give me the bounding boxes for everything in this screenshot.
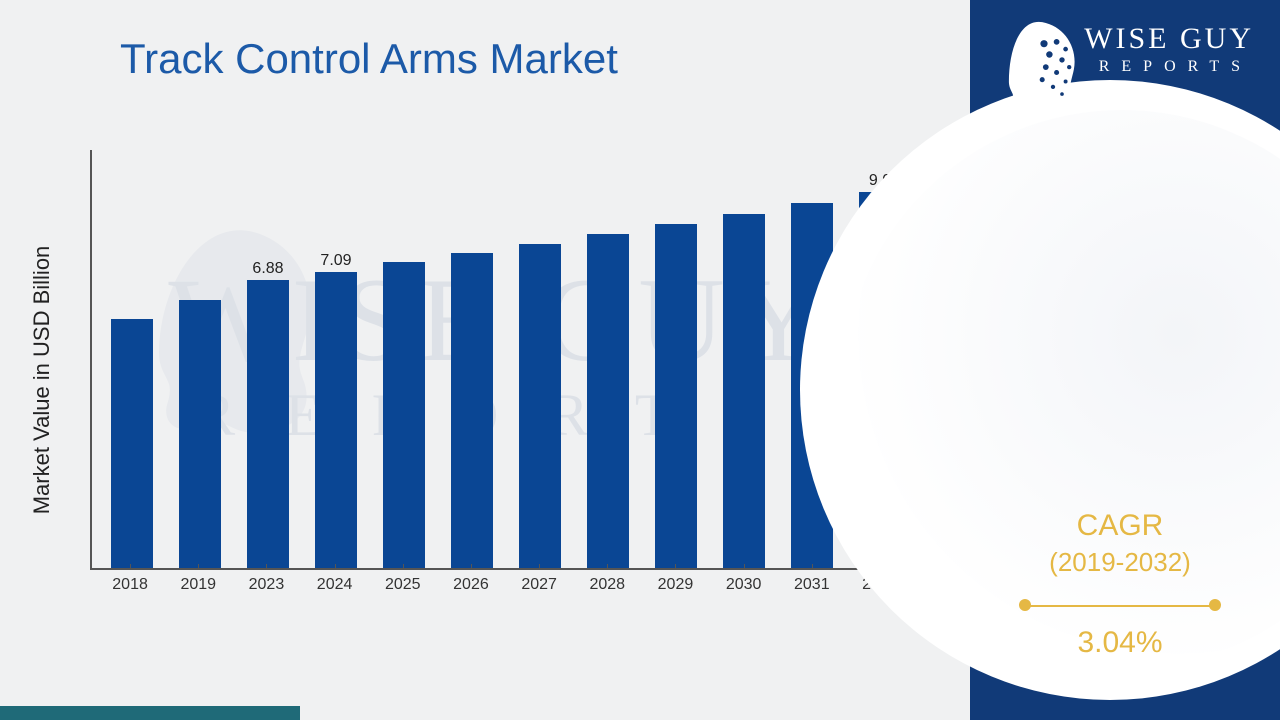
x-tick: 2030: [710, 570, 778, 610]
x-tick: 2029: [641, 570, 709, 610]
cagr-title: CAGR: [1000, 509, 1240, 543]
bar: [451, 253, 493, 568]
bar: [723, 214, 765, 568]
x-tick: 2025: [369, 570, 437, 610]
brand-line2: REPORTS: [1084, 58, 1254, 76]
brand-block: WISE GUY REPORTS: [1084, 22, 1254, 76]
bar-2018: [98, 150, 166, 568]
cagr-block: CAGR (2019-2032) 3.04%: [1000, 509, 1240, 660]
bar: [315, 272, 357, 568]
bar-2025: [370, 150, 438, 568]
market-chart-card: Track Control Arms Market WISE GUY REPOR…: [0, 0, 1280, 720]
right-panel: WISE GUY REPORTS CAGR (2019-2032) 3.04%: [960, 0, 1280, 720]
plot-area: 6.887.099.0: [90, 150, 920, 570]
dot-icon: [1209, 599, 1221, 611]
bar-value-label: 7.09: [320, 252, 351, 270]
bar-2026: [438, 150, 506, 568]
bar-2019: [166, 150, 234, 568]
cagr-divider: [1025, 598, 1215, 612]
x-tick: 2027: [505, 570, 573, 610]
y-axis-label: Market Value in USD Billion: [29, 246, 55, 515]
bar-2027: [506, 150, 574, 568]
x-tick: 2028: [573, 570, 641, 610]
bar: [587, 234, 629, 568]
brand-line1: WISE GUY: [1084, 22, 1254, 56]
bar-2029: [642, 150, 710, 568]
x-tick: 2018: [96, 570, 164, 610]
x-tick: 2023: [232, 570, 300, 610]
bar-2028: [574, 150, 642, 568]
dot-icon: [1019, 599, 1031, 611]
bar: [111, 319, 153, 568]
bar: [247, 280, 289, 568]
bar-2024: 7.09: [302, 150, 370, 568]
x-tick: 2031: [778, 570, 846, 610]
bar-2023: 6.88: [234, 150, 302, 568]
bar: [519, 244, 561, 568]
bar-value-label: 6.88: [252, 261, 283, 279]
x-tick: 2024: [301, 570, 369, 610]
bar-chart: Market Value in USD Billion 6.887.099.0 …: [60, 150, 920, 610]
bars-container: 6.887.099.0: [92, 150, 920, 568]
cagr-value: 3.04%: [1000, 626, 1240, 660]
bar-2030: [710, 150, 778, 568]
x-tick: 2026: [437, 570, 505, 610]
x-tick: 2019: [164, 570, 232, 610]
brand-head-icon: [990, 18, 1080, 118]
x-axis-ticks: 2018201920232024202520262027202820292030…: [90, 570, 920, 610]
chart-title: Track Control Arms Market: [120, 35, 618, 83]
bar: [655, 224, 697, 568]
cagr-period: (2019-2032): [1000, 547, 1240, 578]
bottom-accent-bar: [0, 706, 300, 720]
bar: [383, 262, 425, 568]
bar: [179, 300, 221, 568]
